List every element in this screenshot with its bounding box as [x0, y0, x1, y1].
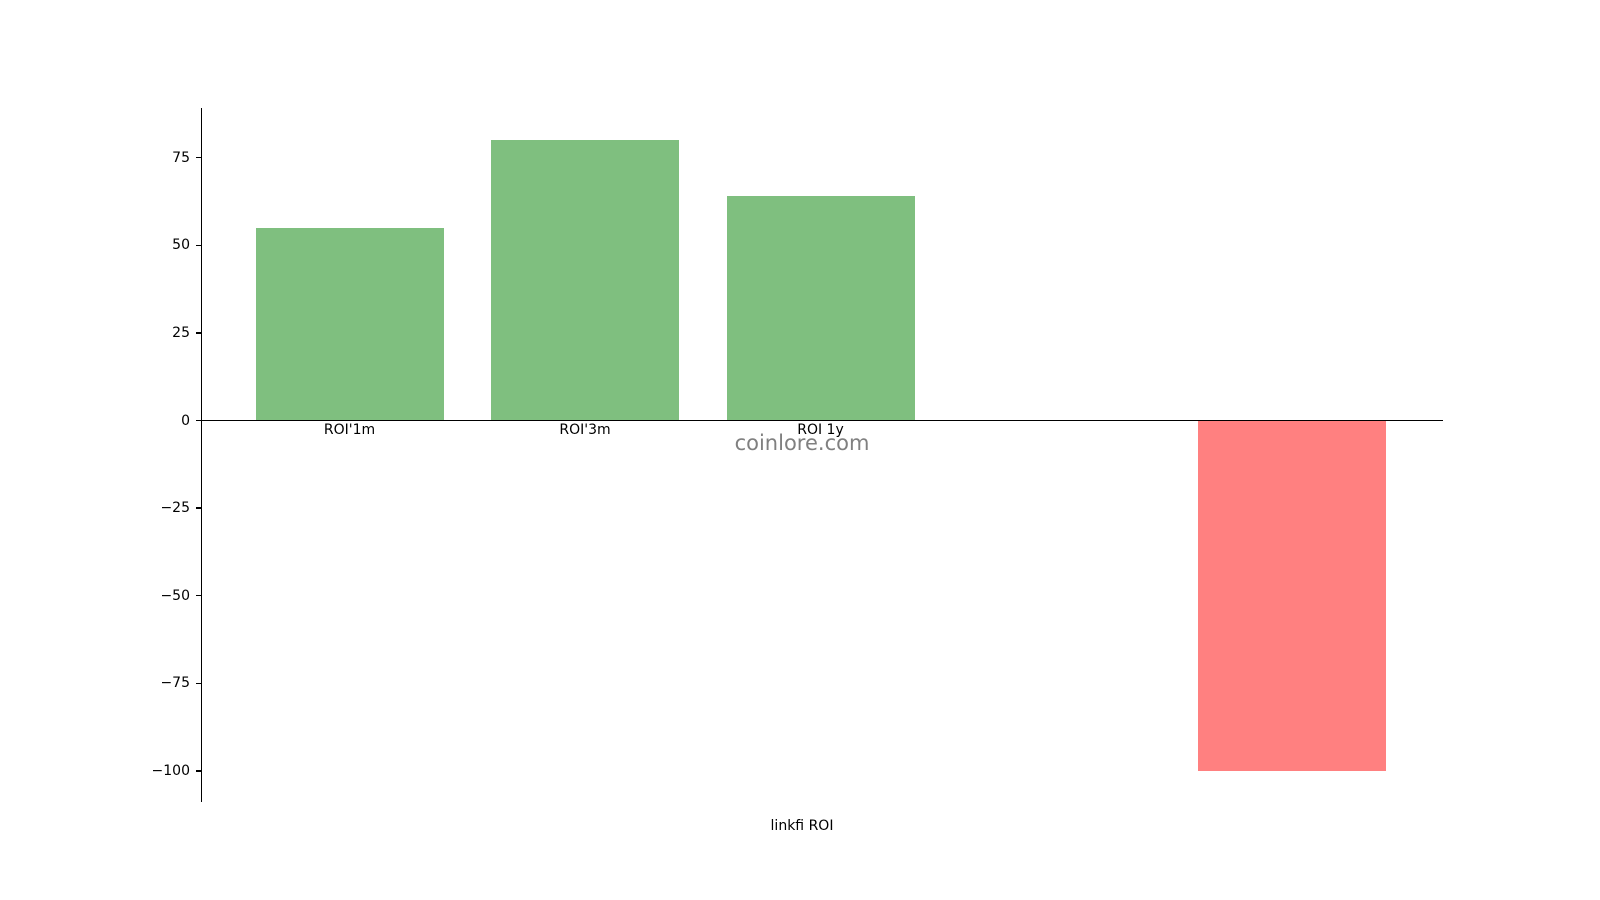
y-tick-mark [196, 332, 201, 334]
y-tick-label: −100 [151, 762, 190, 779]
x-tick-label: ROI'1m [323, 421, 376, 438]
y-tick-label: 75 [172, 149, 190, 166]
y-tick-label: 0 [181, 412, 190, 429]
bar-positive [255, 227, 444, 421]
y-tick-label: −50 [160, 587, 190, 604]
y-tick-mark [196, 157, 201, 159]
bar-positive [491, 140, 679, 421]
y-tick-label: 25 [172, 324, 190, 341]
y-tick-label: 50 [172, 237, 190, 254]
y-tick-mark [196, 244, 201, 246]
y-tick-mark [196, 595, 201, 597]
x-axis-line [201, 419, 1443, 422]
x-axis-title: linkfi ROI [770, 818, 834, 834]
y-tick-mark [196, 682, 201, 684]
bar-negative [1197, 420, 1386, 771]
y-axis-spine [201, 108, 203, 802]
coinlore-watermark: coinlore.com [734, 431, 870, 455]
y-tick-mark [196, 507, 201, 509]
y-tick-label: −25 [160, 500, 190, 517]
y-tick-mark [196, 770, 201, 772]
x-tick-label: ROI'3m [559, 421, 611, 438]
x-tick-label: ROI 1y [797, 421, 844, 438]
bar-positive [726, 196, 915, 421]
y-tick-label: −75 [160, 675, 190, 692]
y-tick-mark [196, 419, 201, 422]
